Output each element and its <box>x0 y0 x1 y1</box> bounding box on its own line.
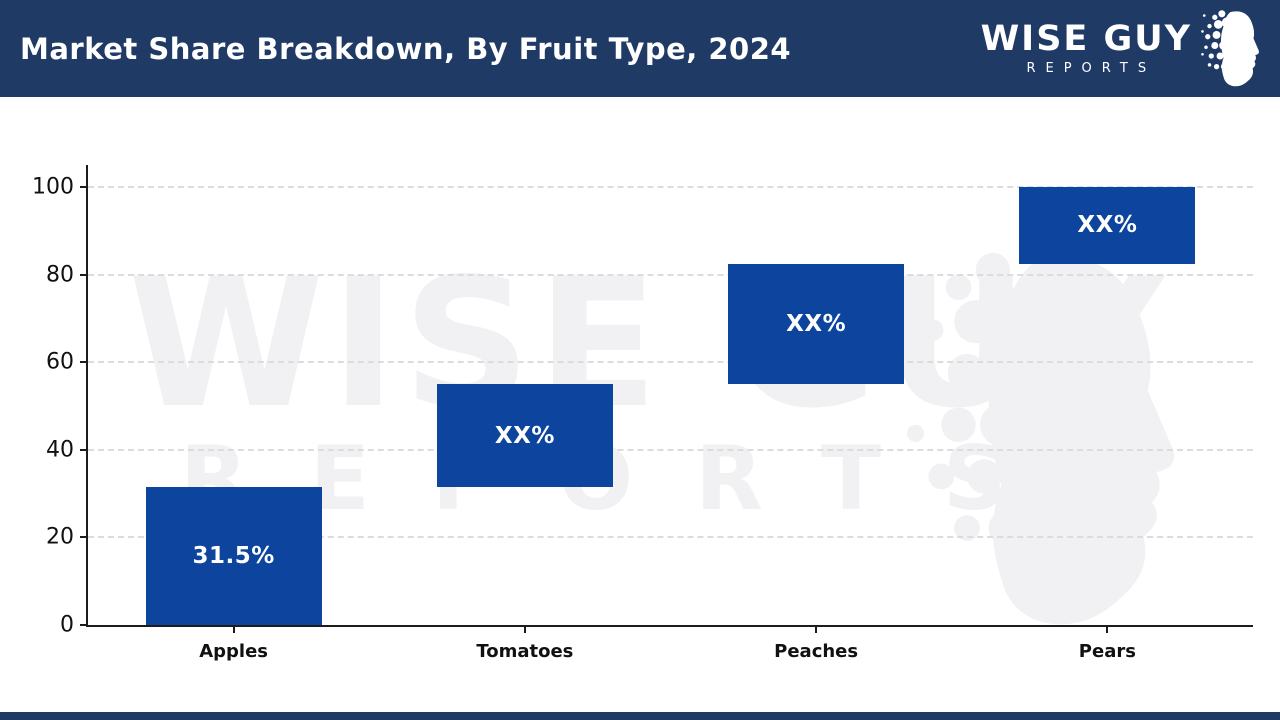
y-tick-mark <box>80 273 88 276</box>
x-tick-mark <box>232 625 235 633</box>
bar-value-label: XX% <box>786 310 847 337</box>
x-tick-label-pears: Pears <box>1078 641 1136 662</box>
x-tick-mark <box>1106 625 1109 633</box>
y-tick-mark <box>80 186 88 188</box>
logo-brand-subtitle: REPORTS <box>1026 60 1157 76</box>
gridline <box>88 448 1253 451</box>
waterfall-chart: WISE GUY REPORTS 0 20 40 60 80 100 31.5% Apples… <box>0 97 1280 712</box>
x-tick-label-tomatoes: Tomatoes <box>476 641 574 662</box>
wiseguy-logo-text: WISE GUY REPORTS <box>980 18 1192 76</box>
y-tick-label: 60 <box>46 349 74 375</box>
watermark-text-line1: WISE GUY <box>128 240 1170 447</box>
bar-apples: 31.5% <box>145 487 322 625</box>
gridline <box>88 186 1253 188</box>
y-tick-label: 100 <box>32 174 74 200</box>
y-tick-label: 40 <box>46 437 74 463</box>
x-tick-mark <box>523 625 526 633</box>
wiseguy-head-icon <box>1201 9 1259 86</box>
y-tick-mark <box>80 361 88 364</box>
wiseguy-logo: WISE GUY REPORTS <box>981 5 1280 93</box>
gridline <box>88 536 1253 539</box>
bar-value-label: XX% <box>1077 212 1138 239</box>
y-tick-mark <box>80 624 88 626</box>
bar-pears: XX% <box>1019 187 1196 264</box>
watermark-head-icon <box>906 252 1175 625</box>
y-axis-spine <box>86 165 88 627</box>
gridline <box>88 361 1253 364</box>
logo-brand-name: WISE GUY <box>980 18 1192 59</box>
y-tick-mark <box>80 448 88 451</box>
x-axis-spine <box>86 625 1253 627</box>
bar-value-label: XX% <box>494 422 555 449</box>
y-tick-label: 0 <box>60 612 74 638</box>
x-tick-mark <box>815 625 818 633</box>
y-tick-label: 20 <box>46 524 74 550</box>
page-title: Market Share Breakdown, By Fruit Type, 2… <box>20 31 792 66</box>
x-tick-label-apples: Apples <box>199 641 269 662</box>
bar-peaches: XX% <box>728 263 905 385</box>
y-tick-label: 80 <box>46 262 74 288</box>
footer-bar <box>0 712 1280 720</box>
bar-tomatoes: XX% <box>436 384 613 488</box>
header-bar: Market Share Breakdown, By Fruit Type, 2… <box>0 0 1280 97</box>
x-tick-label-peaches: Peaches <box>774 641 859 662</box>
gridline <box>88 273 1253 276</box>
bar-value-label: 31.5% <box>192 543 275 569</box>
y-tick-mark <box>80 536 88 539</box>
